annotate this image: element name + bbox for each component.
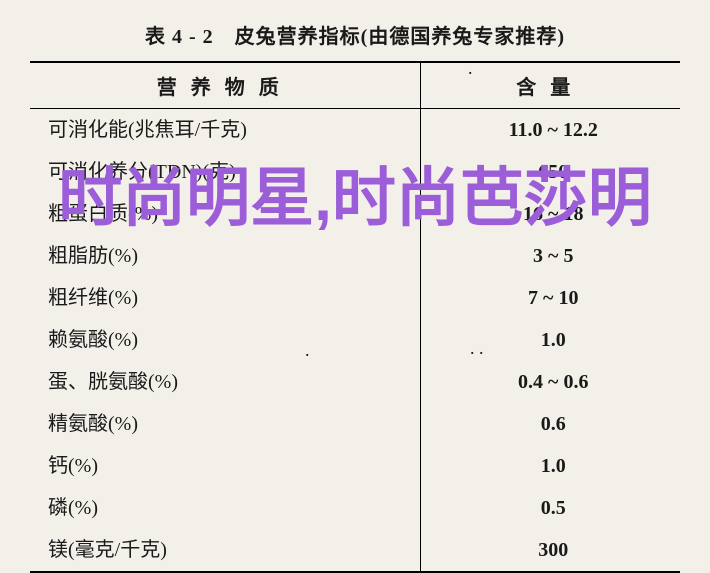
cell-name: 粗蛋白质(%) xyxy=(30,193,420,235)
cell-value: 300 xyxy=(420,529,680,572)
dot-mark: . xyxy=(468,58,473,79)
cell-value: 3 ~ 5 xyxy=(420,235,680,277)
dot-mark: . . xyxy=(470,338,484,359)
cell-value: 11.0 ~ 12.2 xyxy=(420,109,680,152)
table-row: 粗蛋白质(%) 16 ~ 18 xyxy=(30,193,680,235)
cell-name: 可消化能(兆焦耳/千克) xyxy=(30,109,420,152)
cell-name: 钙(%) xyxy=(30,445,420,487)
cell-value: 0.6 xyxy=(420,403,680,445)
cell-name: 粗脂肪(%) xyxy=(30,235,420,277)
header-row: 营养物质 含量 xyxy=(30,62,680,109)
cell-value: 650 xyxy=(420,151,680,193)
header-nutrient: 营养物质 xyxy=(30,62,420,109)
table-row: 钙(%) 1.0 xyxy=(30,445,680,487)
table-row: 镁(毫克/千克) 300 xyxy=(30,529,680,572)
cell-value: 1.0 xyxy=(420,445,680,487)
cell-name: 赖氨酸(%) xyxy=(30,319,420,361)
table-body: 可消化能(兆焦耳/千克) 11.0 ~ 12.2 可消化养分(TDN)(克) 6… xyxy=(30,109,680,573)
cell-value: 0.5 xyxy=(420,487,680,529)
table-row: 赖氨酸(%) 1.0 xyxy=(30,319,680,361)
dot-mark: . xyxy=(305,340,310,361)
cell-value: 1.0 xyxy=(420,319,680,361)
table-row: 磷(%) 0.5 xyxy=(30,487,680,529)
header-amount: 含量 xyxy=(420,62,680,109)
document-page: 表 4 - 2 皮兔营养指标(由德国养兔专家推荐) 营养物质 含量 可消化能(兆… xyxy=(0,0,710,541)
cell-value: 16 ~ 18 xyxy=(420,193,680,235)
cell-value: 0.4 ~ 0.6 xyxy=(420,361,680,403)
cell-name: 镁(毫克/千克) xyxy=(30,529,420,572)
table-row: 可消化能(兆焦耳/千克) 11.0 ~ 12.2 xyxy=(30,109,680,152)
cell-name: 精氨酸(%) xyxy=(30,403,420,445)
cell-name: 磷(%) xyxy=(30,487,420,529)
table-title: 表 4 - 2 皮兔营养指标(由德国养兔专家推荐) xyxy=(30,20,680,49)
cell-name: 蛋、胱氨酸(%) xyxy=(30,361,420,403)
table-row: 粗纤维(%) 7 ~ 10 xyxy=(30,277,680,319)
table-row: 精氨酸(%) 0.6 xyxy=(30,403,680,445)
cell-name: 可消化养分(TDN)(克) xyxy=(30,151,420,193)
cell-name: 粗纤维(%) xyxy=(30,277,420,319)
cell-value: 7 ~ 10 xyxy=(420,277,680,319)
table-row: 蛋、胱氨酸(%) 0.4 ~ 0.6 xyxy=(30,361,680,403)
table-row: 可消化养分(TDN)(克) 650 xyxy=(30,151,680,193)
nutrition-table: 营养物质 含量 可消化能(兆焦耳/千克) 11.0 ~ 12.2 可消化养分(T… xyxy=(30,61,680,573)
table-row: 粗脂肪(%) 3 ~ 5 xyxy=(30,235,680,277)
